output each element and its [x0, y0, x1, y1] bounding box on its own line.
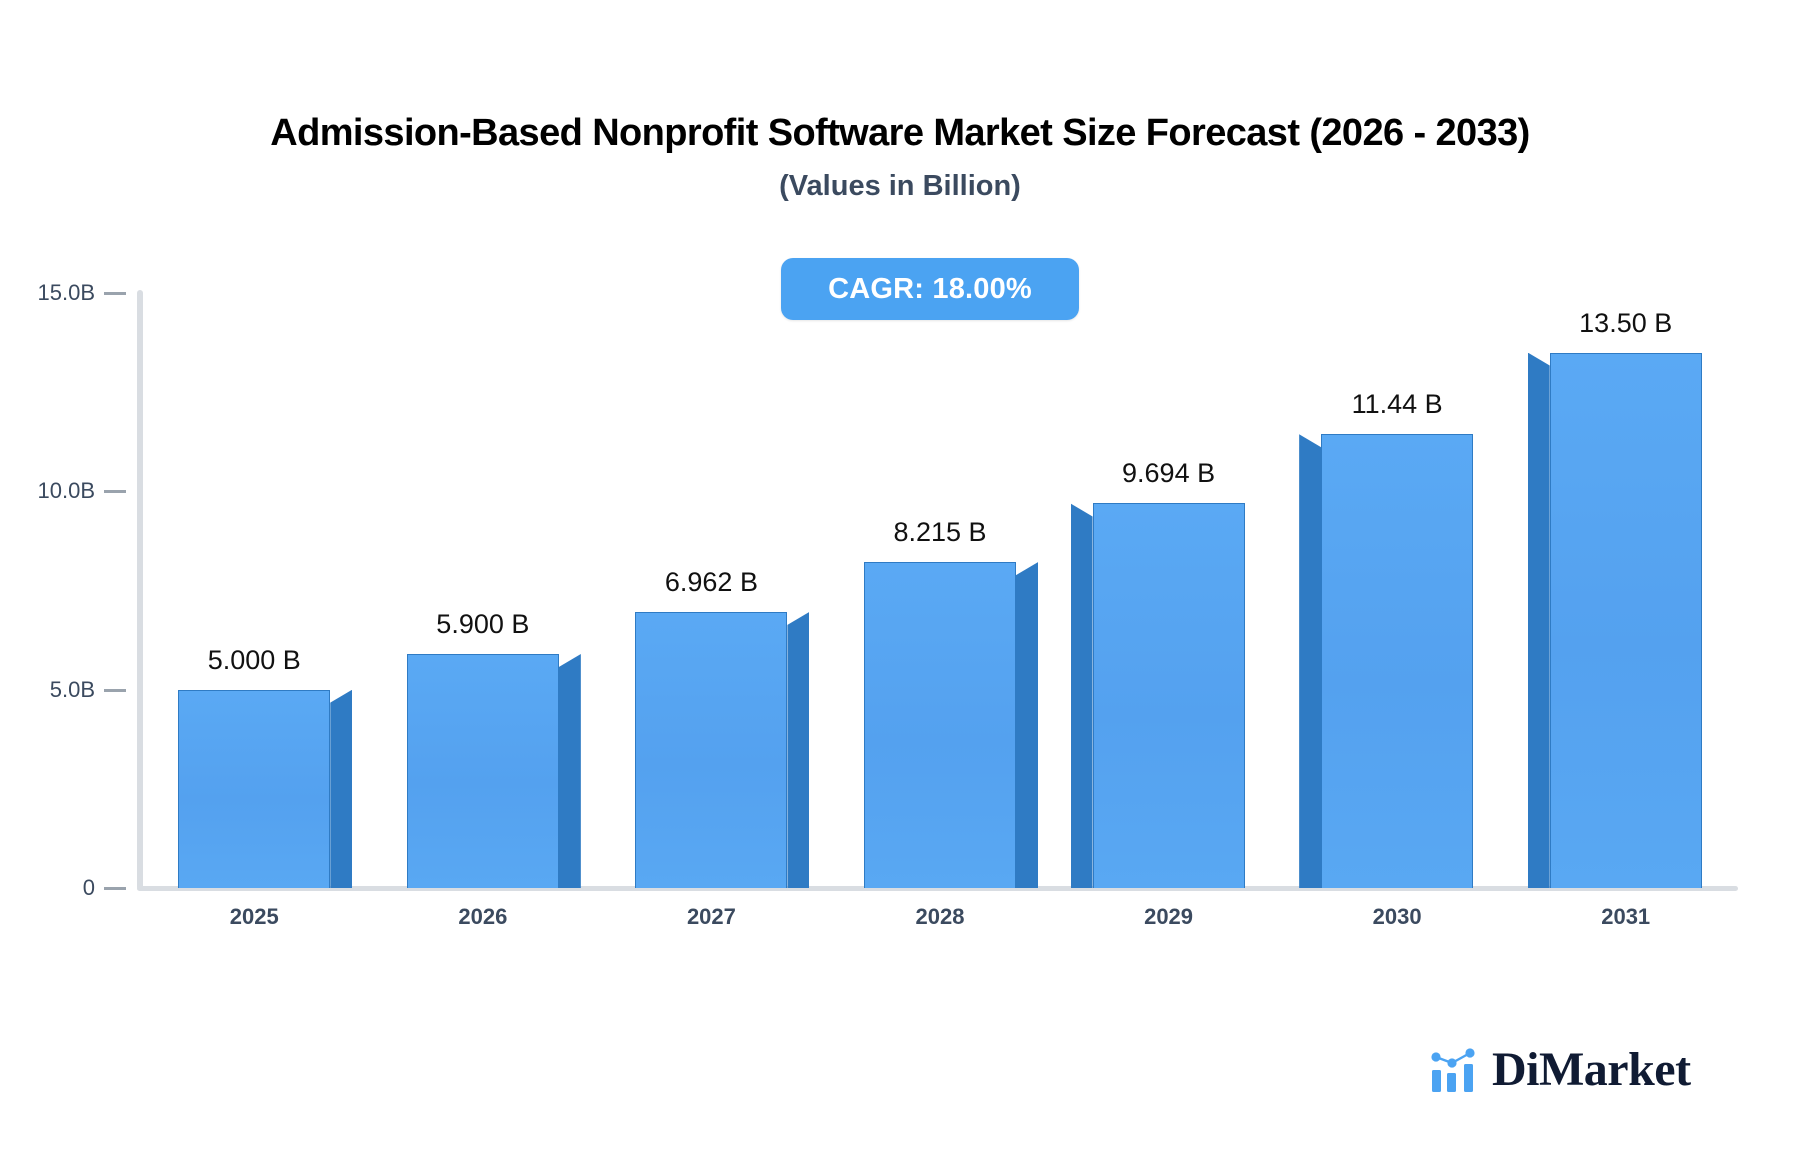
bar-face [178, 689, 331, 888]
bar-face [635, 611, 788, 888]
bar-3d-side [1016, 562, 1038, 888]
bar-3d-side [1527, 352, 1550, 888]
bar-value-label: 5.900 B [436, 608, 530, 639]
bar-3d-side [787, 611, 810, 888]
cagr-badge-label: CAGR: 18.00% [828, 272, 1032, 305]
bar-face [406, 653, 559, 888]
bar-3d-side [558, 653, 581, 888]
bar-value-label: 6.962 B [664, 566, 758, 597]
bar-2031[interactable]: 13.50 B [1527, 308, 1702, 888]
bar-3d-side [1299, 434, 1322, 888]
bar-3d-side [330, 689, 353, 888]
bar-2025[interactable]: 5.000 B [178, 645, 353, 888]
dimarket-logo: DiMarket [1428, 1046, 1691, 1094]
bar-value-label: 5.000 B [207, 644, 301, 675]
bar-chart-trend-icon [1428, 1046, 1480, 1094]
bar-2029[interactable]: 9.694 B [1070, 458, 1245, 888]
cagr-badge: CAGR: 18.00% [781, 258, 1079, 320]
chart-subtitle: (Values in Billion) [779, 170, 1021, 202]
bar-2030[interactable]: 11.44 B [1299, 389, 1474, 888]
logo-text: DiMarket [1492, 1043, 1691, 1096]
bar-2028[interactable]: 8.215 B [864, 517, 1038, 888]
bar-face [864, 562, 1016, 888]
bar-2027[interactable]: 6.962 B [635, 567, 810, 888]
bar-value-label: 9.694 B [1122, 458, 1216, 489]
bar-face [1092, 503, 1245, 888]
bar-face [1321, 434, 1474, 888]
bar-value-label: 8.215 B [893, 517, 987, 548]
bar-3d-side [1070, 503, 1093, 888]
bar-value-label: 13.50 B [1579, 307, 1673, 338]
bar-face [1549, 352, 1702, 888]
page-title: Admission-Based Nonprofit Software Marke… [270, 112, 1530, 154]
bar-2026[interactable]: 5.900 B [406, 609, 581, 888]
bar-value-label: 11.44 B [1351, 389, 1443, 420]
